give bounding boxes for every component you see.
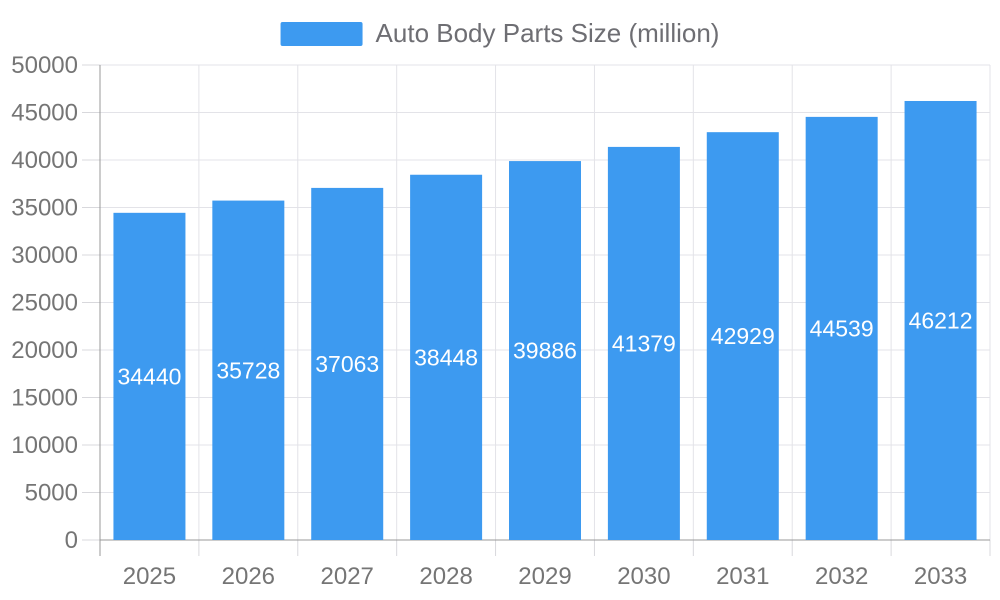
bar-2033[interactable] — [904, 100, 977, 541]
y-axis-tick-label: 30000 — [11, 242, 78, 269]
bar-2028[interactable] — [410, 174, 483, 540]
legend-label: Auto Body Parts Size (million) — [375, 18, 720, 48]
bar-2025[interactable] — [113, 212, 186, 540]
x-axis-tick-label-2032: 2032 — [815, 563, 868, 590]
bar-2031[interactable] — [706, 132, 779, 540]
bar-value-label-2026: 35728 — [216, 357, 280, 383]
bar-2026[interactable] — [212, 200, 285, 541]
bar-2027[interactable] — [311, 187, 384, 541]
bar-2029[interactable] — [509, 161, 581, 540]
y-axis-tick-label: 15000 — [11, 385, 78, 412]
y-axis-tick-label: 45000 — [11, 100, 78, 127]
x-axis-tick-label-2029: 2029 — [518, 563, 571, 590]
bar-value-label-2032: 44539 — [810, 315, 874, 341]
x-axis-tick-label-2031: 2031 — [716, 563, 769, 590]
bar-2032[interactable] — [805, 116, 878, 540]
y-axis-tick-label: 20000 — [11, 337, 78, 364]
y-axis-tick-label: 25000 — [11, 290, 78, 317]
y-axis-tick-label: 35000 — [11, 195, 78, 222]
y-axis-tick-label: 40000 — [11, 147, 78, 174]
legend-item[interactable]: Auto Body Parts Size (million) — [280, 18, 720, 49]
bar-value-label-2027: 37063 — [315, 351, 379, 377]
x-axis-tick-label-2026: 2026 — [222, 563, 275, 590]
y-axis-tick-label: 50000 — [11, 52, 78, 79]
y-axis-tick-label: 5000 — [25, 480, 78, 507]
bar-value-label-2031: 42929 — [711, 323, 775, 349]
x-axis-tick-label-2030: 2030 — [617, 563, 670, 590]
bar-2030[interactable] — [607, 146, 680, 540]
x-axis-tick-label-2025: 2025 — [123, 563, 176, 590]
bar-value-label-2030: 41379 — [612, 330, 676, 356]
bar-value-label-2025: 34440 — [117, 363, 181, 389]
legend-swatch — [280, 21, 363, 46]
x-axis-tick-label-2028: 2028 — [419, 563, 472, 590]
bar-value-label-2033: 46212 — [909, 307, 973, 333]
bar-value-label-2028: 38448 — [414, 344, 478, 370]
y-axis-tick-label: 0 — [65, 527, 78, 554]
bar-value-label-2029: 39886 — [513, 338, 577, 364]
y-axis-tick-label: 10000 — [11, 432, 78, 459]
x-axis-tick-label-2033: 2033 — [914, 563, 967, 590]
x-axis-tick-label-2027: 2027 — [321, 563, 374, 590]
